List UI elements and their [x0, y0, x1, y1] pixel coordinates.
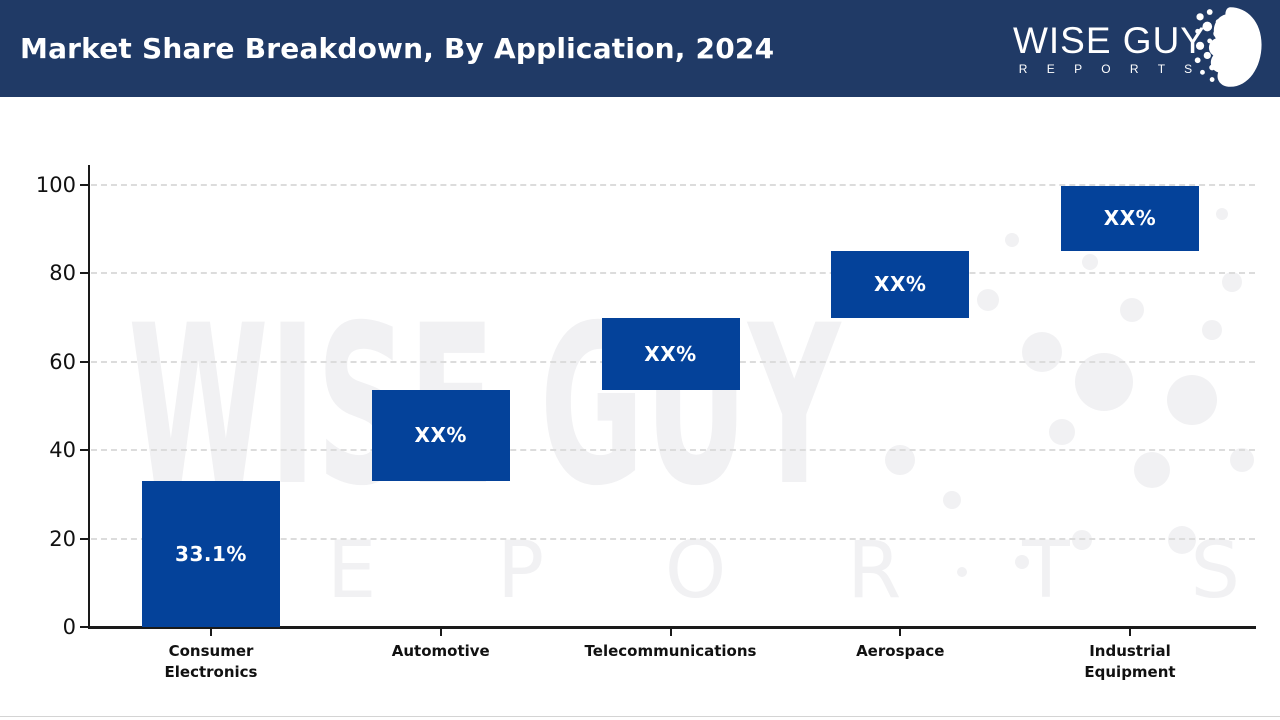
watermark-dot	[1072, 530, 1092, 550]
watermark-dot	[943, 491, 961, 509]
y-axis-line	[88, 165, 90, 629]
watermark-dot	[1216, 208, 1228, 220]
category-label-line: Equipment	[1084, 663, 1176, 681]
category-label-automotive: Automotive	[341, 641, 541, 662]
watermark-dot	[1168, 526, 1196, 554]
watermark-dot	[1222, 272, 1242, 292]
category-label-aerospace: Aerospace	[800, 641, 1000, 662]
bar-value-label: XX%	[644, 341, 697, 366]
bar-consumer-electronics: 33.1%	[142, 480, 280, 627]
logo-line1: WISE GUY	[1012, 20, 1206, 61]
watermark-dot	[1049, 419, 1075, 445]
category-label-line: Automotive	[391, 642, 490, 660]
y-tick-label: 100	[35, 172, 76, 197]
gridline	[91, 449, 1255, 451]
x-axis-line	[88, 626, 1256, 629]
watermark-dot	[977, 289, 999, 311]
bar-value-label: 33.1%	[175, 541, 247, 566]
y-tick	[80, 183, 89, 186]
bar-value-label: XX%	[874, 272, 927, 297]
category-label-line: Consumer	[168, 642, 254, 660]
bar-value-label: XX%	[414, 423, 467, 448]
y-tick	[80, 449, 89, 451]
y-tick	[80, 537, 89, 540]
x-tick	[439, 629, 442, 636]
watermark-dot	[1015, 555, 1029, 569]
y-tick-label: 80	[49, 261, 76, 285]
y-tick	[80, 626, 89, 628]
watermark-dot	[1022, 332, 1062, 372]
logo-line2: R E P O R T S	[1018, 62, 1201, 76]
watermark-reports: R E P O R T S	[152, 526, 1280, 616]
wise-guy-logo: WISE GUY R E P O R T S	[1013, 6, 1266, 92]
bottom-border	[0, 716, 1280, 717]
watermark-dot	[1120, 298, 1144, 322]
bar-automotive: XX%	[371, 389, 510, 481]
bar-telecommunications: XX%	[601, 317, 740, 390]
watermark-dot	[1230, 448, 1254, 472]
watermark-dot	[1075, 353, 1133, 411]
category-label-industrial-equipment: Industrial Equipment	[1030, 641, 1230, 683]
gridline	[91, 272, 1255, 274]
bar-aerospace: XX%	[831, 250, 970, 318]
category-label-telecommunications: Telecommunications	[571, 641, 771, 662]
watermark-dot	[1167, 375, 1217, 425]
x-tick	[1129, 629, 1131, 636]
header-bar: Market Share Breakdown, By Application, …	[0, 0, 1280, 97]
face-profile-icon	[1192, 6, 1266, 92]
watermark-dot	[1082, 254, 1098, 270]
x-tick	[669, 629, 672, 636]
watermark-dot	[1005, 233, 1019, 247]
gridline	[91, 183, 1255, 186]
chart-title: Market Share Breakdown, By Application, …	[20, 32, 775, 65]
y-tick	[80, 272, 89, 274]
category-label-line: Aerospace	[856, 642, 945, 660]
y-tick	[80, 360, 89, 363]
y-tick-label: 20	[49, 526, 76, 551]
watermark-dot	[957, 567, 967, 577]
y-tick-label: 60	[49, 349, 76, 374]
category-label-consumer-electronics: Consumer Electronics	[111, 641, 311, 683]
y-tick-label: 40	[49, 438, 76, 462]
watermark-dot	[1134, 452, 1170, 488]
x-tick	[899, 629, 902, 636]
bar-value-label: XX%	[1103, 206, 1157, 231]
category-label-line: Industrial	[1089, 642, 1171, 660]
watermark-dot	[1202, 320, 1222, 340]
category-label-line: Telecommunications	[584, 642, 757, 660]
x-tick	[210, 629, 212, 636]
logo-text: WISE GUY R E P O R T S	[1013, 22, 1206, 75]
category-label-line: Electronics	[164, 663, 258, 681]
bar-industrial-equipment: XX%	[1061, 185, 1199, 251]
gridline	[91, 537, 1255, 540]
y-tick-label: 0	[62, 615, 76, 639]
